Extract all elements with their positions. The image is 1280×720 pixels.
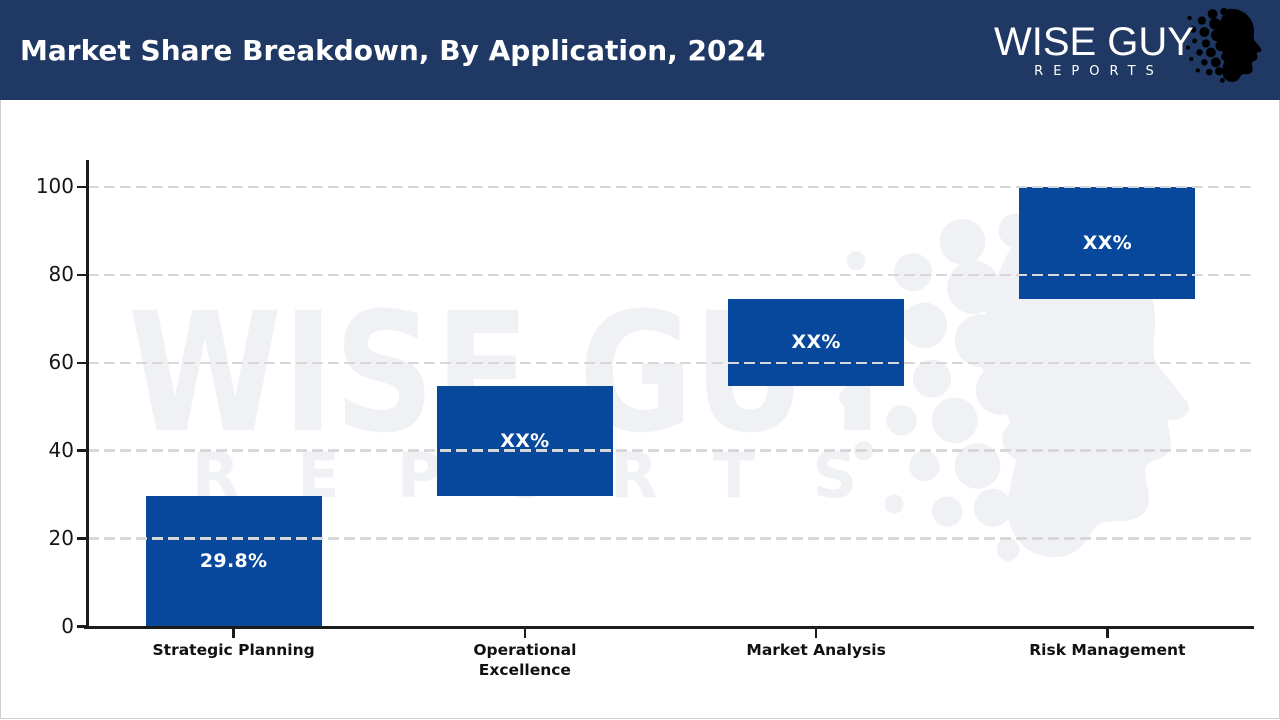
gridline-60 bbox=[88, 361, 1253, 365]
x-tick-3 bbox=[814, 629, 818, 638]
y-tick-20 bbox=[77, 537, 86, 540]
logo-wordmark: WISE GUY REPORTS bbox=[994, 21, 1194, 79]
bar-value-label: XX% bbox=[791, 331, 841, 354]
y-tick-100 bbox=[77, 185, 86, 189]
wiseguy-logo: WISE GUY REPORTS bbox=[994, 4, 1272, 96]
y-tick-0 bbox=[77, 625, 86, 628]
y-tick-label-100: 100 bbox=[35, 174, 74, 198]
y-tick-40 bbox=[77, 449, 86, 452]
bar-strategic-planning: 29.8% bbox=[145, 495, 322, 627]
bar-value-label: 29.8% bbox=[199, 550, 268, 572]
x-category-label: Risk Management bbox=[1029, 641, 1186, 659]
gridline-100 bbox=[88, 185, 1253, 189]
bar-value-label: XX% bbox=[1082, 231, 1132, 254]
x-category-label: Market Analysis bbox=[746, 641, 886, 659]
y-tick-60 bbox=[77, 361, 86, 365]
bar-value-label: XX% bbox=[500, 429, 550, 452]
bar-market-analysis: XX% bbox=[728, 298, 905, 386]
gridline-40 bbox=[88, 449, 1253, 452]
y-tick-label-80: 80 bbox=[48, 261, 74, 286]
gridline-20 bbox=[88, 537, 1253, 540]
gridline-80 bbox=[88, 273, 1253, 277]
y-tick-label-60: 60 bbox=[48, 349, 74, 374]
x-category-label: Operational Excellence bbox=[473, 641, 577, 679]
x-category-label: Strategic Planning bbox=[152, 641, 315, 659]
x-tick-2 bbox=[523, 629, 527, 638]
logo-text-wiseguy: WISE GUY bbox=[993, 20, 1194, 64]
header: Market Share Breakdown, By Application, … bbox=[0, 0, 1280, 100]
x-tick-4 bbox=[1106, 629, 1109, 638]
y-tick-80 bbox=[77, 273, 86, 277]
logo-text-reports: REPORTS bbox=[1034, 64, 1164, 79]
y-tick-label-40: 40 bbox=[48, 437, 74, 462]
y-axis-spine bbox=[86, 160, 89, 628]
bar-risk-management: XX% bbox=[1019, 187, 1196, 299]
page-title: Market Share Breakdown, By Application, … bbox=[20, 34, 766, 67]
y-tick-label-0: 0 bbox=[61, 613, 74, 638]
bar-operational-excellence: XX% bbox=[436, 385, 613, 496]
x-tick-1 bbox=[232, 629, 235, 638]
logo-head-icon bbox=[1185, 7, 1262, 83]
y-tick-label-20: 20 bbox=[48, 525, 74, 550]
x-axis-spine bbox=[84, 626, 1254, 629]
